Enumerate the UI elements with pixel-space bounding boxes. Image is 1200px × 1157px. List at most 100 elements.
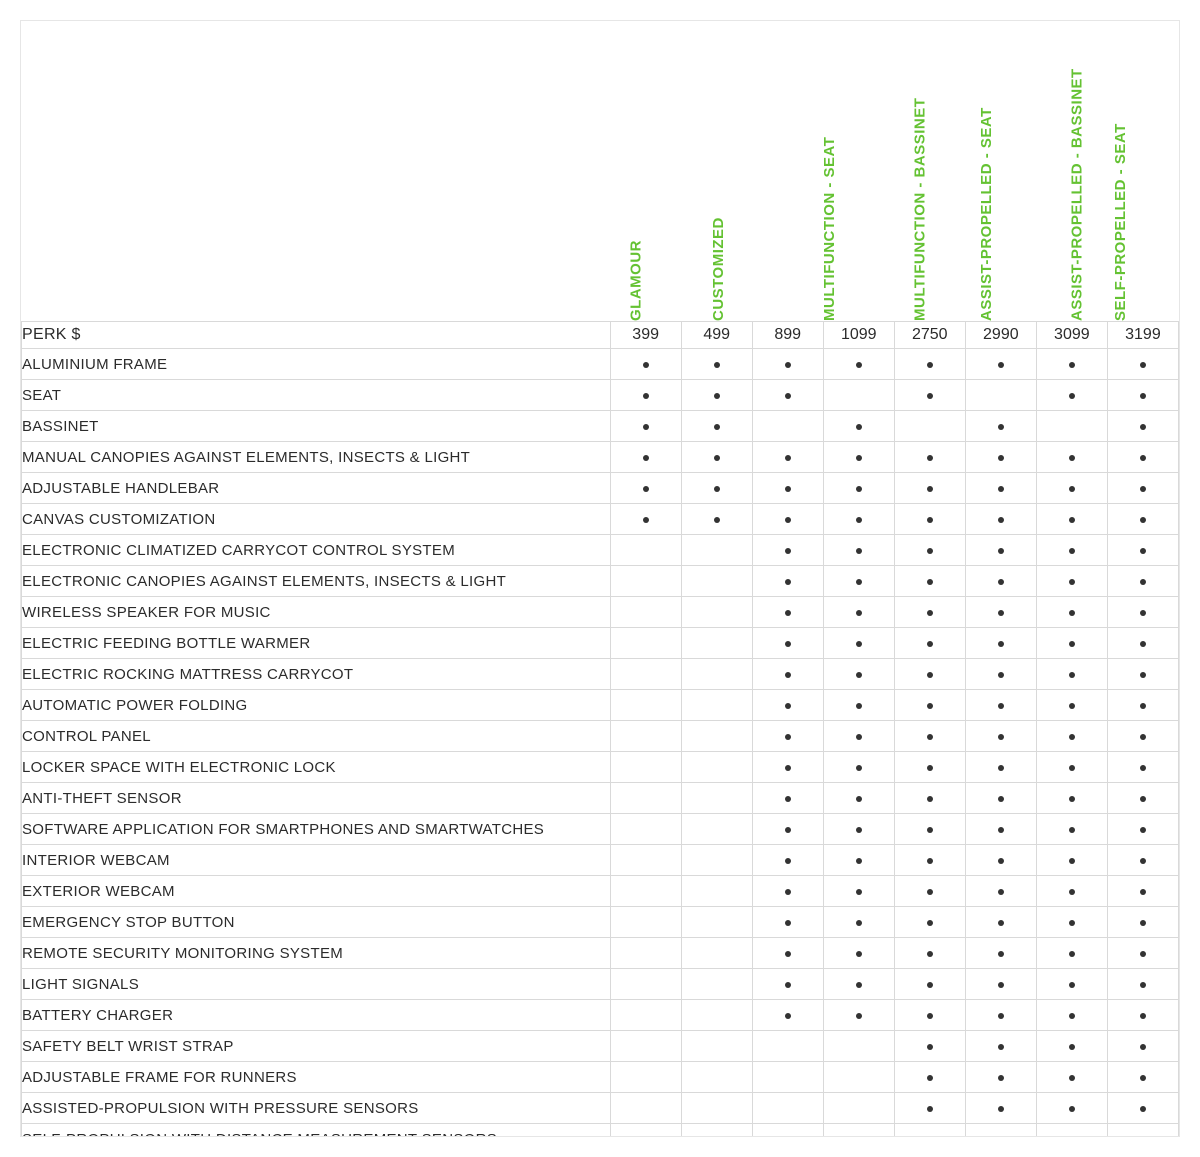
feature-cell xyxy=(1107,628,1178,659)
dot-icon xyxy=(927,889,933,895)
feature-cell xyxy=(752,535,823,566)
feature-cell xyxy=(894,907,965,938)
feature-cell xyxy=(681,690,752,721)
dot-icon xyxy=(714,424,720,430)
dot-icon xyxy=(856,610,862,616)
feature-cell xyxy=(823,535,894,566)
feature-cell xyxy=(681,1124,752,1138)
feature-cell xyxy=(610,442,681,473)
feature-cell xyxy=(965,411,1036,442)
feature-cell xyxy=(681,969,752,1000)
dot-icon xyxy=(643,393,649,399)
feature-cell xyxy=(823,876,894,907)
feature-name: CONTROL PANEL xyxy=(22,721,611,752)
feature-cell xyxy=(823,349,894,380)
dot-icon xyxy=(1140,486,1146,492)
dot-icon xyxy=(1069,1044,1075,1050)
feature-name: LIGHT SIGNALS xyxy=(22,969,611,1000)
dot-icon xyxy=(1069,486,1075,492)
feature-row: ADJUSTABLE FRAME FOR RUNNERS xyxy=(22,1062,1179,1093)
feature-cell xyxy=(1036,752,1107,783)
feature-cell xyxy=(823,752,894,783)
feature-cell xyxy=(894,442,965,473)
feature-cell xyxy=(752,938,823,969)
dot-icon xyxy=(998,579,1004,585)
price-row-label: PERK $ xyxy=(22,322,611,349)
dot-icon xyxy=(1069,362,1075,368)
feature-cell xyxy=(965,1062,1036,1093)
dot-icon xyxy=(1140,393,1146,399)
feature-cell xyxy=(752,504,823,535)
dot-icon xyxy=(927,858,933,864)
dot-icon xyxy=(856,455,862,461)
feature-cell xyxy=(681,442,752,473)
feature-name: SOFTWARE APPLICATION FOR SMARTPHONES AND… xyxy=(22,814,611,845)
feature-cell xyxy=(823,411,894,442)
feature-row: ELECTRIC FEEDING BOTTLE WARMER xyxy=(22,628,1179,659)
feature-cell xyxy=(965,628,1036,659)
dot-icon xyxy=(1069,920,1075,926)
feature-cell xyxy=(965,752,1036,783)
feature-cell xyxy=(823,783,894,814)
dot-icon xyxy=(1140,1075,1146,1081)
feature-cell xyxy=(610,411,681,442)
price-row: PERK $ 39949989910992750299030993199 xyxy=(22,322,1179,349)
dot-icon xyxy=(1140,858,1146,864)
feature-cell xyxy=(894,783,965,814)
feature-row: SAFETY BELT WRIST STRAP xyxy=(22,1031,1179,1062)
dot-icon xyxy=(927,393,933,399)
feature-cell xyxy=(610,1124,681,1138)
dot-icon xyxy=(1069,672,1075,678)
feature-row: ADJUSTABLE HANDLEBAR xyxy=(22,473,1179,504)
feature-cell xyxy=(965,1000,1036,1031)
feature-name: BATTERY CHARGER xyxy=(22,1000,611,1031)
feature-cell xyxy=(965,597,1036,628)
feature-name: AUTOMATIC POWER FOLDING xyxy=(22,690,611,721)
feature-row: CONTROL PANEL xyxy=(22,721,1179,752)
dot-icon xyxy=(927,827,933,833)
feature-cell xyxy=(1107,938,1178,969)
feature-cell xyxy=(1036,907,1107,938)
feature-cell xyxy=(1036,814,1107,845)
dot-icon xyxy=(927,641,933,647)
feature-cell xyxy=(894,411,965,442)
header-row: GLAMOURCUSTOMIZEDMULTIFUNCTION - SEATMUL… xyxy=(22,21,1179,322)
dot-icon xyxy=(927,734,933,740)
feature-cell xyxy=(681,752,752,783)
feature-cell xyxy=(752,814,823,845)
dot-icon xyxy=(1069,827,1075,833)
feature-cell xyxy=(752,783,823,814)
feature-cell xyxy=(610,349,681,380)
dot-icon xyxy=(1069,579,1075,585)
feature-cell xyxy=(610,752,681,783)
feature-cell xyxy=(1107,411,1178,442)
feature-cell xyxy=(894,1000,965,1031)
dot-icon xyxy=(785,734,791,740)
dot-icon xyxy=(856,672,862,678)
dot-icon xyxy=(1140,827,1146,833)
dot-icon xyxy=(927,1075,933,1081)
dot-icon xyxy=(1069,765,1075,771)
dot-icon xyxy=(714,517,720,523)
feature-cell xyxy=(681,1093,752,1124)
feature-cell xyxy=(752,628,823,659)
feature-cell xyxy=(1107,1062,1178,1093)
feature-cell xyxy=(965,566,1036,597)
dot-icon xyxy=(785,517,791,523)
feature-cell xyxy=(681,721,752,752)
feature-cell xyxy=(1036,1031,1107,1062)
feature-cell xyxy=(1036,721,1107,752)
feature-cell xyxy=(894,535,965,566)
feature-row: LIGHT SIGNALS xyxy=(22,969,1179,1000)
dot-icon xyxy=(856,486,862,492)
dot-icon xyxy=(785,1013,791,1019)
feature-row: ASSISTED-PROPULSION WITH PRESSURE SENSOR… xyxy=(22,1093,1179,1124)
dot-icon xyxy=(856,641,862,647)
price-cell: 3099 xyxy=(1036,322,1107,349)
dot-icon xyxy=(1140,1106,1146,1112)
feature-name: INTERIOR WEBCAM xyxy=(22,845,611,876)
dot-icon xyxy=(998,889,1004,895)
feature-name: ADJUSTABLE HANDLEBAR xyxy=(22,473,611,504)
feature-cell xyxy=(965,535,1036,566)
dot-icon xyxy=(998,982,1004,988)
